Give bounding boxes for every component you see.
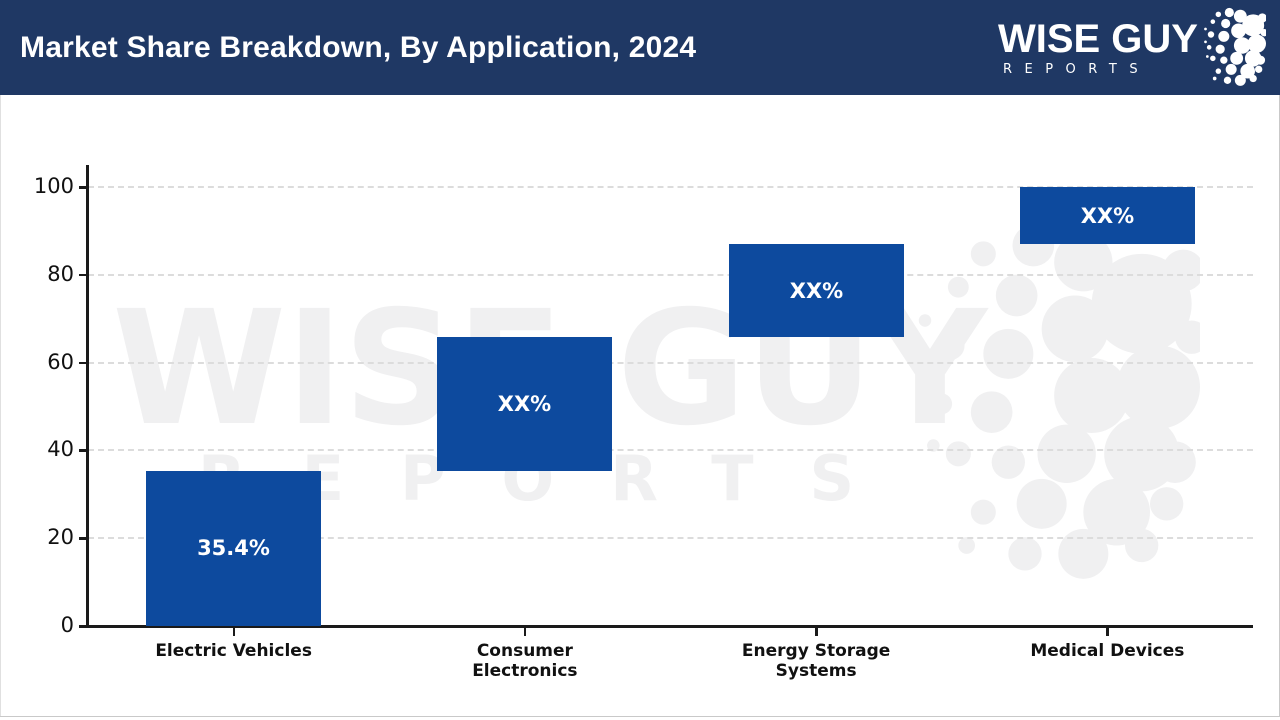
bar-value-label: XX% [497, 391, 552, 416]
x-category-label: Consumer Electronics [375, 641, 675, 681]
x-category-label: Medical Devices [957, 641, 1257, 661]
y-axis-tick [79, 273, 87, 277]
page-left-border [0, 95, 1, 716]
y-tick-label: 40 [47, 437, 74, 462]
x-axis-tick [232, 628, 236, 636]
watermark-head-icon [900, 212, 1209, 583]
x-category-label-line: Electronics [472, 661, 578, 681]
x-axis-tick [1106, 628, 1109, 636]
page-bottom-border [0, 716, 1280, 717]
logo-text-secondary: REPORTS [1002, 61, 1151, 77]
x-category-label-line: Medical Devices [1030, 641, 1185, 661]
gridline [88, 449, 1253, 452]
bar-value-label: XX% [1080, 203, 1135, 228]
x-category-label: Energy Storage Systems [666, 641, 966, 681]
bar-value-label: 35.4% [197, 536, 270, 561]
y-tick-label: 100 [33, 174, 74, 198]
y-axis-tick [79, 625, 87, 628]
x-axis-tick [815, 628, 818, 636]
bar-segment: XX% [729, 244, 904, 338]
bar-value-label: XX% [789, 278, 844, 303]
bar-segment: 35.4% [146, 470, 321, 626]
x-category-label: Electric Vehicles [84, 641, 384, 661]
x-axis-tick [523, 628, 527, 636]
bar-segment: XX% [437, 337, 612, 471]
gridline [88, 537, 1253, 540]
x-category-label-line: Systems [775, 661, 857, 681]
page-title: Market Share Breakdown, By Application, … [20, 30, 697, 64]
logo-text-primary: WISE GUY [997, 16, 1198, 61]
x-category-label-line: Consumer [476, 641, 573, 661]
y-axis-tick [79, 537, 87, 540]
gridline [88, 273, 1253, 276]
wiseguy-logo: WISE GUY REPORTS [998, 5, 1268, 90]
bar-segment: XX% [1020, 187, 1195, 245]
gridline [88, 361, 1253, 364]
y-axis-tick [79, 186, 87, 189]
wiseguy-head-icon [1200, 5, 1268, 90]
header-bar: Market Share Breakdown, By Application, … [0, 0, 1280, 95]
plot-area: 0 20 40 60 80 100 35.4% Electric Vehicles XX% Con… [0, 95, 1280, 720]
y-axis-tick [79, 449, 87, 452]
x-category-label-line: Energy Storage [741, 641, 891, 661]
y-axis-tick [79, 361, 87, 365]
logo-text: WISE GUY REPORTS [998, 19, 1198, 77]
x-category-label-line: Electric Vehicles [155, 641, 312, 661]
y-tick-label: 80 [47, 261, 74, 286]
y-tick-label: 60 [47, 349, 74, 374]
y-tick-label: 0 [60, 613, 74, 637]
y-axis-line [86, 165, 89, 628]
gridline [88, 186, 1253, 188]
y-tick-label: 20 [47, 525, 74, 550]
x-axis-line [86, 625, 1253, 628]
